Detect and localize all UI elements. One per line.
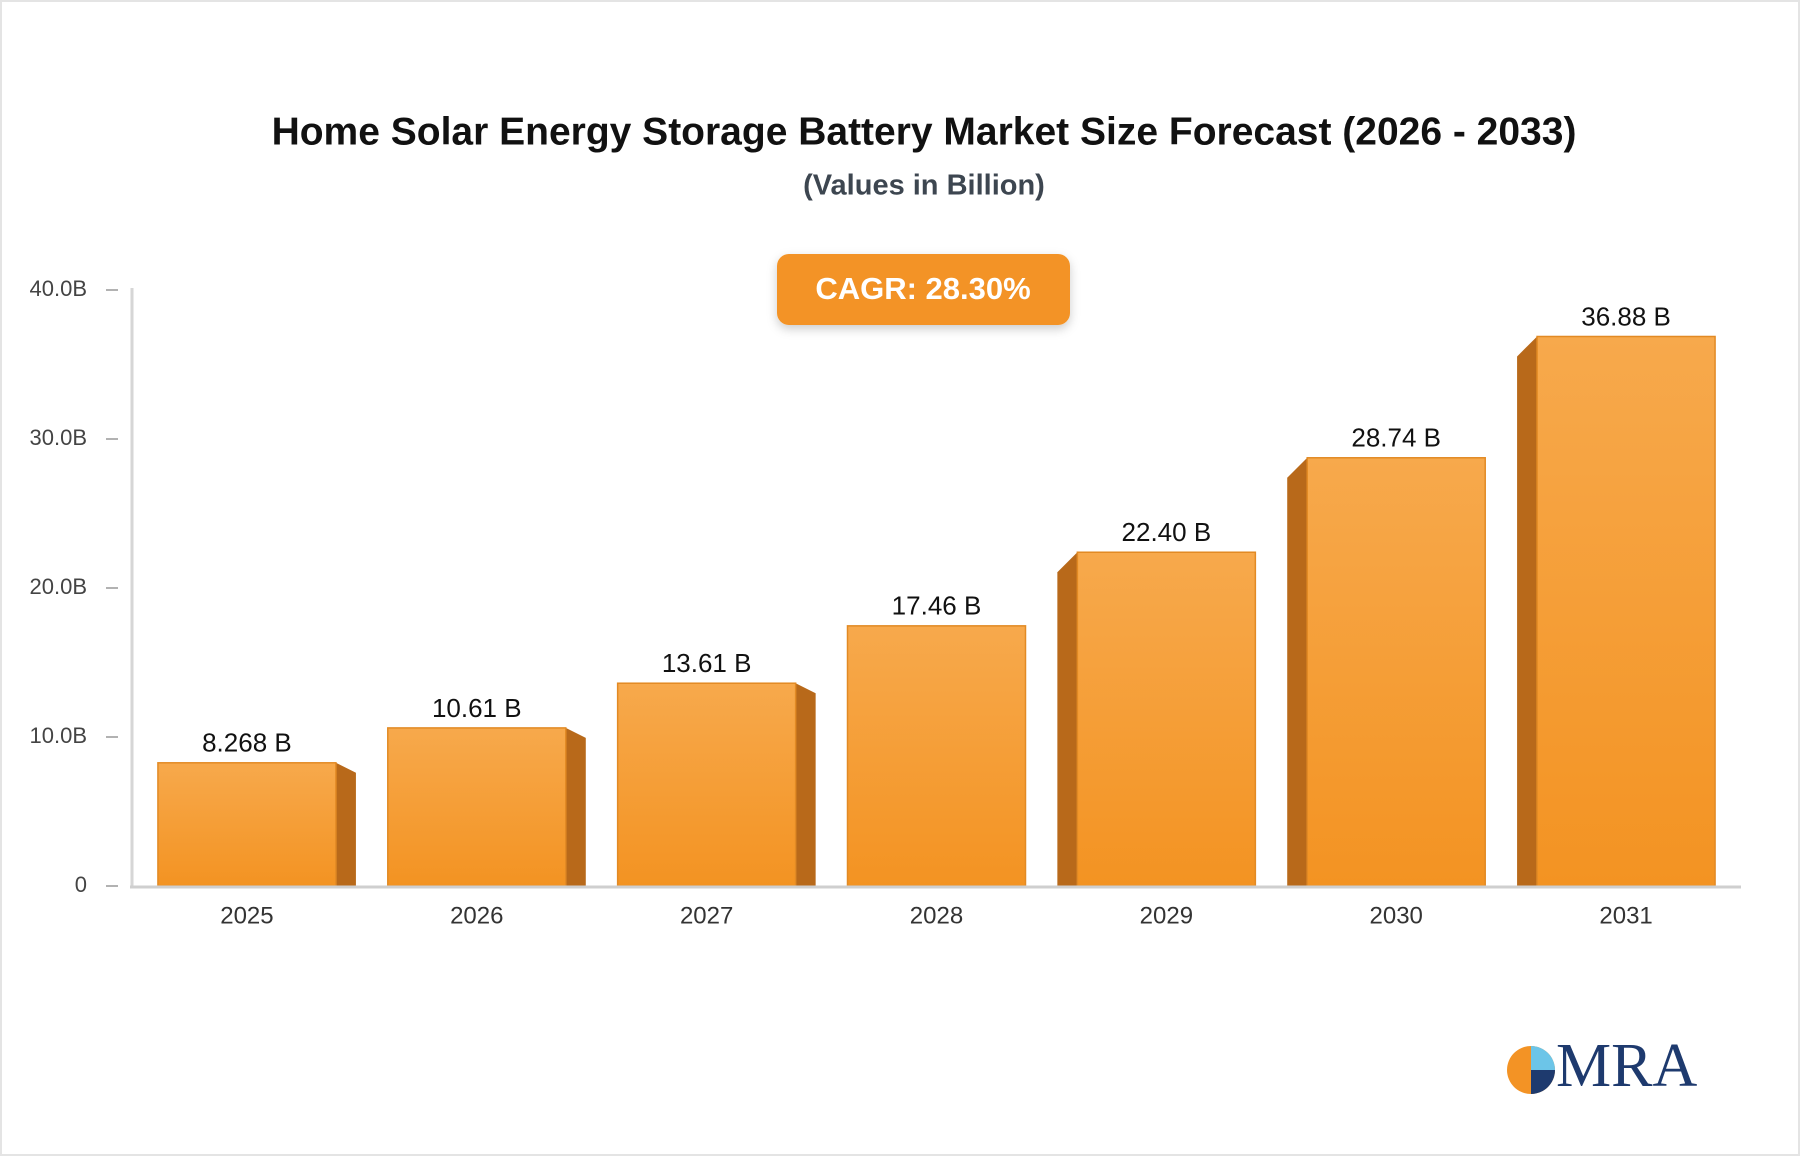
y-tick-label: 40.0B — [30, 276, 88, 301]
y-tick-label: 0 — [75, 872, 87, 897]
logo: MRA — [1507, 1032, 1697, 1100]
y-tick-label: 30.0B — [30, 425, 88, 450]
chart-title: Home Solar Energy Storage Battery Market… — [272, 110, 1577, 153]
bar — [387, 727, 567, 887]
x-tick-label: 2030 — [1370, 902, 1423, 929]
value-label: 17.46 B — [892, 591, 982, 621]
logo-icon-slice — [1531, 1046, 1555, 1070]
bar — [1076, 551, 1257, 887]
logo-text: MRA — [1556, 1032, 1697, 1100]
plot: 0 10.0B 20.0B 30.0B 40.0B 2025 8.268 B 2026 10.6… — [30, 276, 1716, 929]
x-tick-label: 2026 — [450, 902, 503, 929]
bar-side — [1057, 552, 1078, 886]
cagr-badge — [777, 254, 1070, 325]
value-label: 28.74 B — [1351, 423, 1441, 453]
x-tick-label: 2031 — [1599, 902, 1652, 929]
bar-side — [1517, 336, 1538, 886]
y-tick-label: 10.0B — [30, 723, 88, 748]
bar-side — [335, 762, 356, 886]
value-label: 8.268 B — [202, 728, 292, 758]
bar — [1536, 335, 1716, 887]
value-label: 36.88 B — [1581, 301, 1671, 331]
bar-side — [1287, 457, 1308, 886]
y-tick-label: 20.0B — [30, 574, 88, 599]
value-label: 10.61 B — [432, 693, 522, 723]
bar-side — [795, 683, 816, 886]
bar — [616, 682, 797, 887]
x-tick-label: 2029 — [1140, 902, 1193, 929]
bar-side — [565, 727, 586, 886]
bar — [846, 625, 1027, 887]
x-tick-label: 2027 — [680, 902, 733, 929]
bar — [1306, 457, 1486, 887]
x-tick-label: 2025 — [220, 902, 273, 929]
x-tick-label: 2028 — [910, 902, 963, 929]
value-label: 22.40 B — [1122, 517, 1212, 547]
cagr-label: CAGR: 28.30% — [815, 271, 1030, 306]
bar — [157, 762, 337, 887]
value-label: 13.61 B — [662, 648, 752, 678]
chart-subtitle: (Values in Billion) — [803, 170, 1045, 202]
logo-icon-slice — [1531, 1070, 1555, 1094]
